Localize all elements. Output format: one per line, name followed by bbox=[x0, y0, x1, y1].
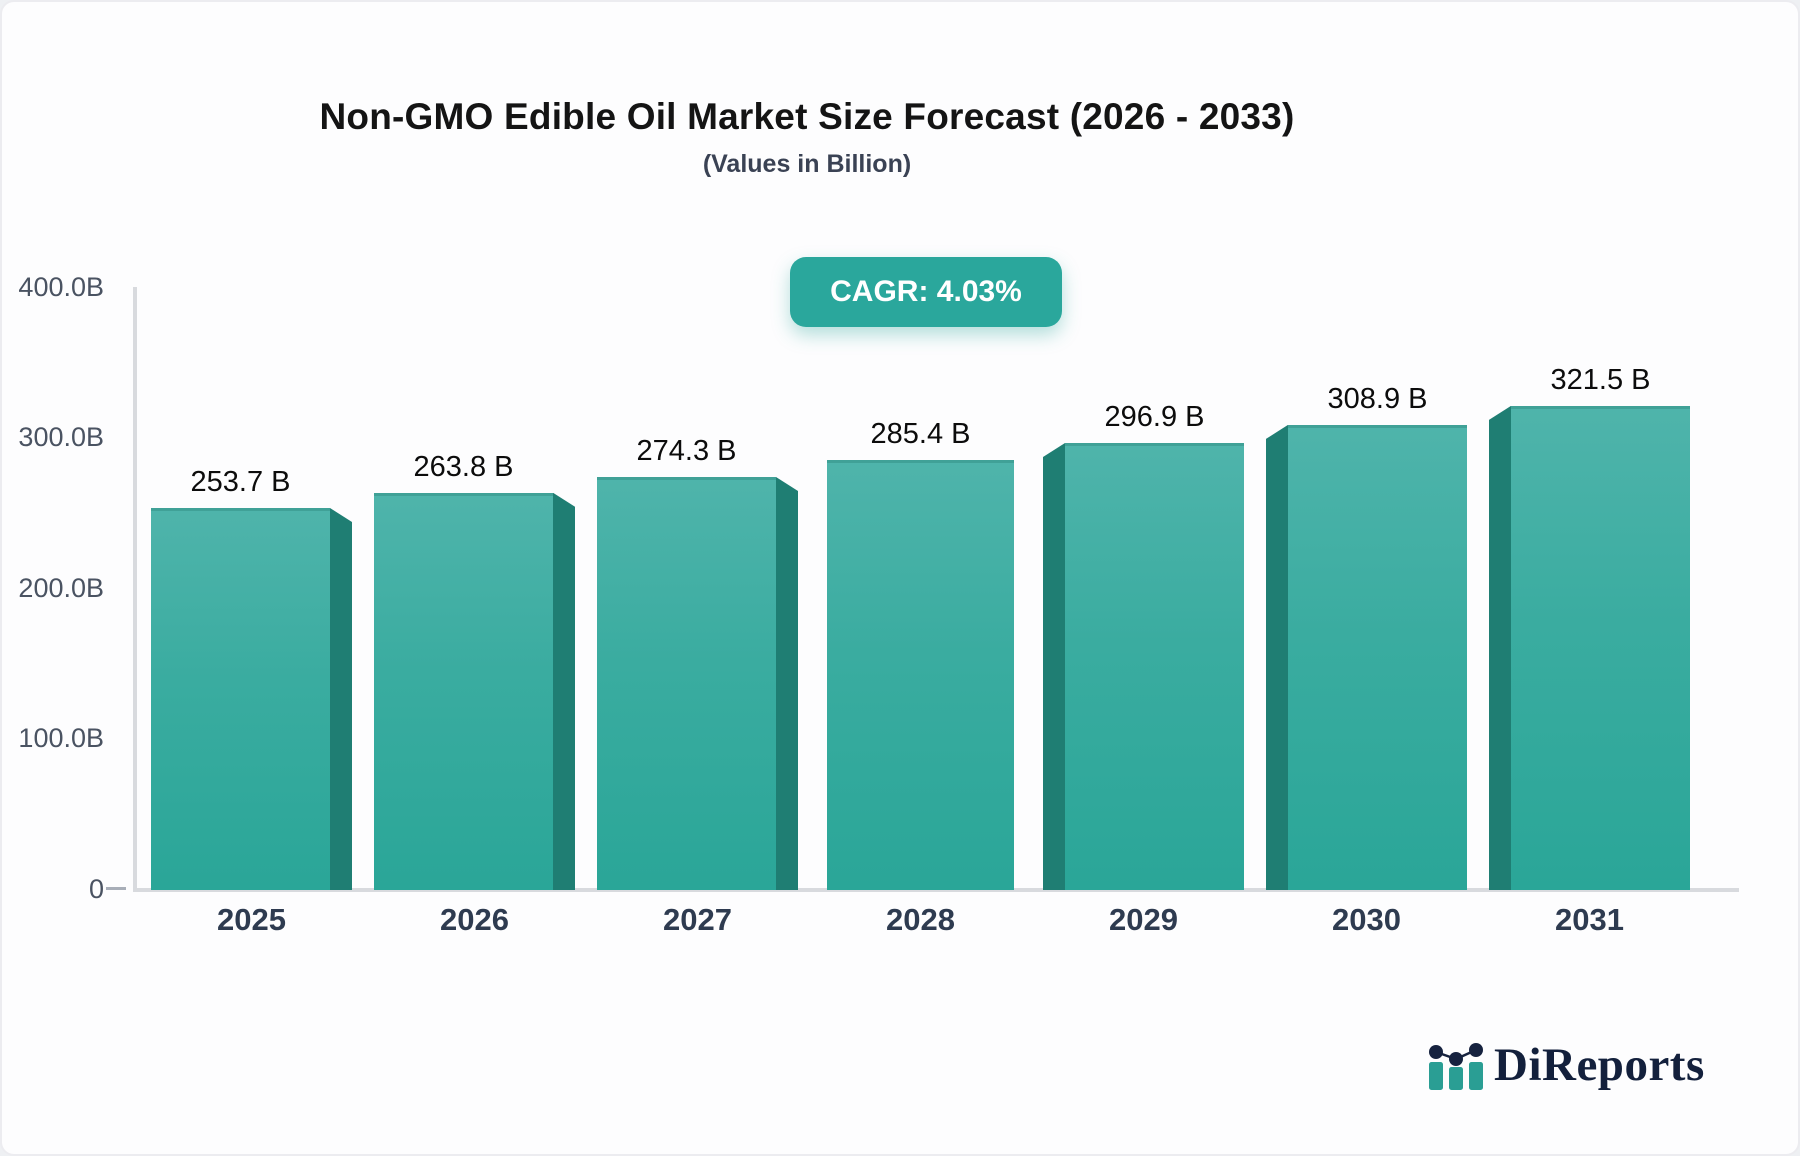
bar-2031 bbox=[1511, 405, 1690, 890]
bar-2027 bbox=[597, 476, 776, 890]
chart-title: Non-GMO Edible Oil Market Size Forecast … bbox=[319, 96, 1295, 137]
bar-value-label: 285.4 B bbox=[870, 418, 971, 451]
y-axis-line bbox=[133, 287, 137, 892]
bar-value-label: 321.5 B bbox=[1550, 363, 1651, 396]
y-axis-tick-label: 200.0B bbox=[18, 572, 104, 603]
bar-value-label: 308.9 B bbox=[1327, 382, 1428, 415]
y-axis-tick-label: 0 bbox=[88, 874, 104, 904]
x-axis-line bbox=[133, 888, 1739, 892]
cagr-badge: CAGR: 4.03% bbox=[790, 257, 1062, 327]
bar-side-face bbox=[330, 508, 352, 890]
x-axis-label: 2027 bbox=[663, 902, 732, 937]
zero-tick-mark bbox=[106, 887, 126, 890]
x-axis-label: 2028 bbox=[886, 902, 955, 937]
x-axis-label: 2029 bbox=[1109, 902, 1178, 937]
y-axis-tick-label: 400.0B bbox=[18, 271, 104, 302]
bar-side-face bbox=[1043, 442, 1065, 890]
bar-value-label: 274.3 B bbox=[636, 434, 737, 467]
logo-bar-chart-icon bbox=[1429, 1043, 1483, 1090]
bar-2025 bbox=[151, 508, 330, 890]
bar-side-face bbox=[553, 492, 575, 890]
bar-value-label: 263.8 B bbox=[413, 450, 514, 483]
bar-2030 bbox=[1288, 424, 1467, 890]
x-axis-label: 2025 bbox=[217, 902, 286, 937]
x-axis-label: 2031 bbox=[1555, 902, 1624, 937]
logo-text: DiReports bbox=[1494, 1039, 1705, 1091]
x-axis-label: 2030 bbox=[1332, 902, 1401, 937]
x-axis-label: 2026 bbox=[440, 902, 509, 937]
bar-value-label: 253.7 B bbox=[190, 466, 291, 498]
bar-value-label: 296.9 B bbox=[1104, 400, 1205, 433]
bar-side-face bbox=[776, 476, 798, 890]
bar-2029 bbox=[1065, 442, 1244, 890]
bar-2028 bbox=[827, 460, 1014, 890]
bar-2026 bbox=[374, 492, 553, 890]
y-axis-tick-label: 100.0B bbox=[18, 723, 104, 754]
y-axis-tick-label: 300.0B bbox=[18, 422, 104, 453]
bar-side-face bbox=[1489, 405, 1511, 890]
direports-logo: DiReports bbox=[1426, 1030, 1746, 1100]
cagr-badge-label: CAGR: 4.03% bbox=[830, 275, 1022, 308]
bar-side-face bbox=[1266, 424, 1288, 890]
chart-subtitle: (Values in Billion) bbox=[702, 150, 912, 178]
